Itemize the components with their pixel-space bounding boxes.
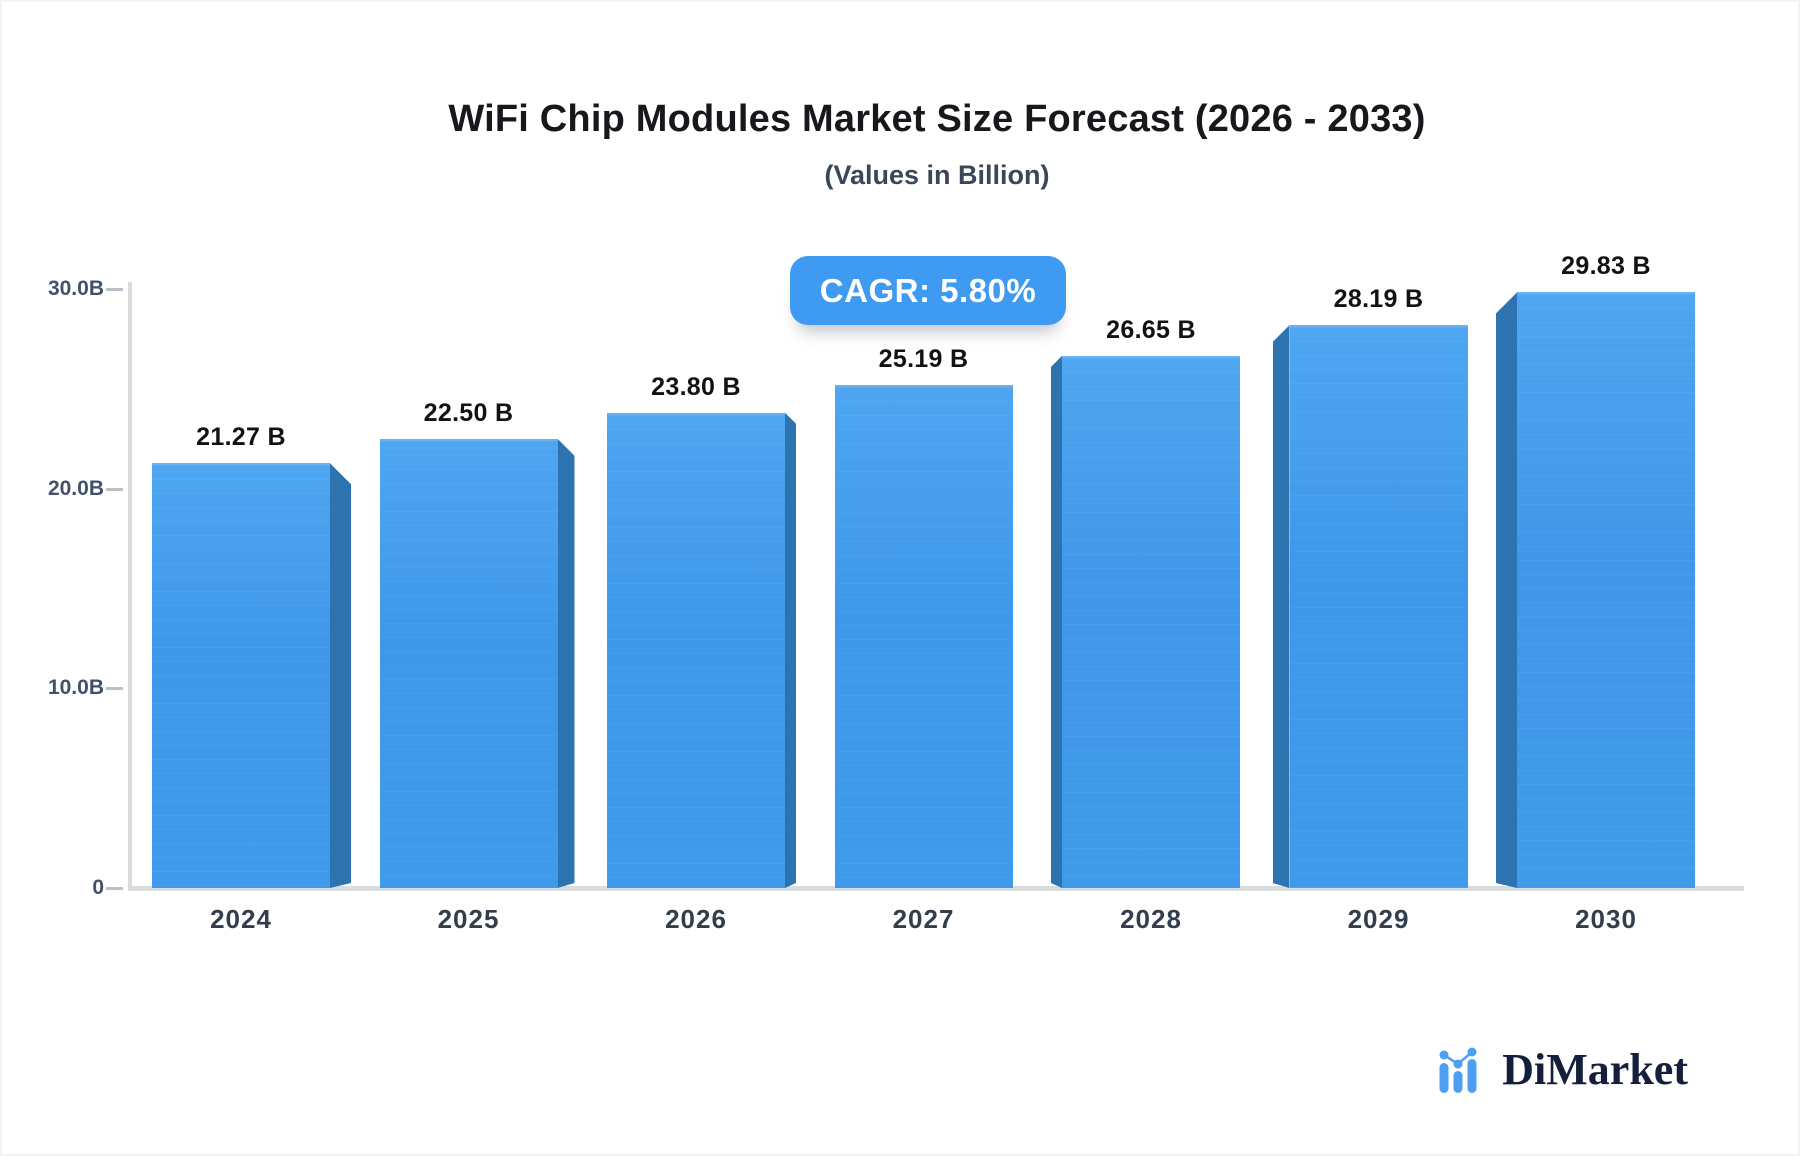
bar-value-label: 26.65 B [1106, 315, 1196, 344]
bar [607, 412, 785, 889]
bar-value-label: 22.50 B [423, 398, 514, 427]
bar [1289, 325, 1468, 888]
y-axis-tick-mark [106, 887, 123, 890]
y-axis-tick-mark [106, 687, 123, 691]
mini-bar-line-chart-icon [1438, 1045, 1490, 1095]
bar [1062, 355, 1240, 889]
bar-value-label: 28.19 B [1333, 285, 1424, 314]
y-axis-tick-mark [106, 288, 123, 291]
bar-3d-side-panel [1051, 356, 1062, 888]
y-axis-tick-label: 0 [92, 876, 104, 899]
y-axis-tick-label: 30.0B [47, 277, 104, 300]
bar-value-label: 25.19 B [878, 345, 969, 374]
y-axis-tick-label: 10.0B [47, 676, 104, 700]
bar-3d-side-panel [558, 439, 575, 888]
bar-value-label: 23.80 B [651, 372, 741, 401]
bar [152, 463, 330, 888]
bar-value-label: 29.83 B [1561, 252, 1651, 281]
cagr-badge: CAGR: 5.80% [790, 256, 1066, 325]
bar [834, 385, 1013, 888]
y-axis-line [128, 282, 132, 889]
x-axis-category-label: 2029 [1347, 904, 1410, 934]
chart-title: WiFi Chip Modules Market Size Forecast (… [448, 98, 1426, 140]
x-axis-line [128, 886, 1744, 891]
x-axis-category-label: 2028 [1120, 904, 1182, 934]
bar [379, 438, 558, 889]
bar-3d-side-panel [1496, 292, 1517, 888]
y-axis-tick-mark [106, 487, 123, 491]
x-axis-category-label: 2024 [210, 904, 272, 934]
x-axis-category-label: 2030 [1575, 904, 1637, 934]
bar-3d-side-panel [330, 463, 351, 888]
x-axis-category-label: 2025 [437, 904, 500, 934]
brand-logo: DiMarket [1438, 1042, 1688, 1098]
bar-3d-side-panel [785, 413, 796, 888]
x-axis-category-label: 2026 [665, 904, 727, 934]
x-axis-category-label: 2027 [892, 904, 955, 934]
brand-name: DiMarket [1502, 1045, 1688, 1094]
bar-value-label: 21.27 B [196, 423, 286, 452]
bar [1517, 292, 1695, 888]
chart-subtitle: (Values in Billion) [824, 160, 1050, 190]
cagr-badge-label: CAGR: 5.80% [819, 271, 1037, 309]
bar-3d-side-panel [1273, 325, 1290, 888]
y-axis-tick-label: 20.0B [47, 476, 104, 500]
